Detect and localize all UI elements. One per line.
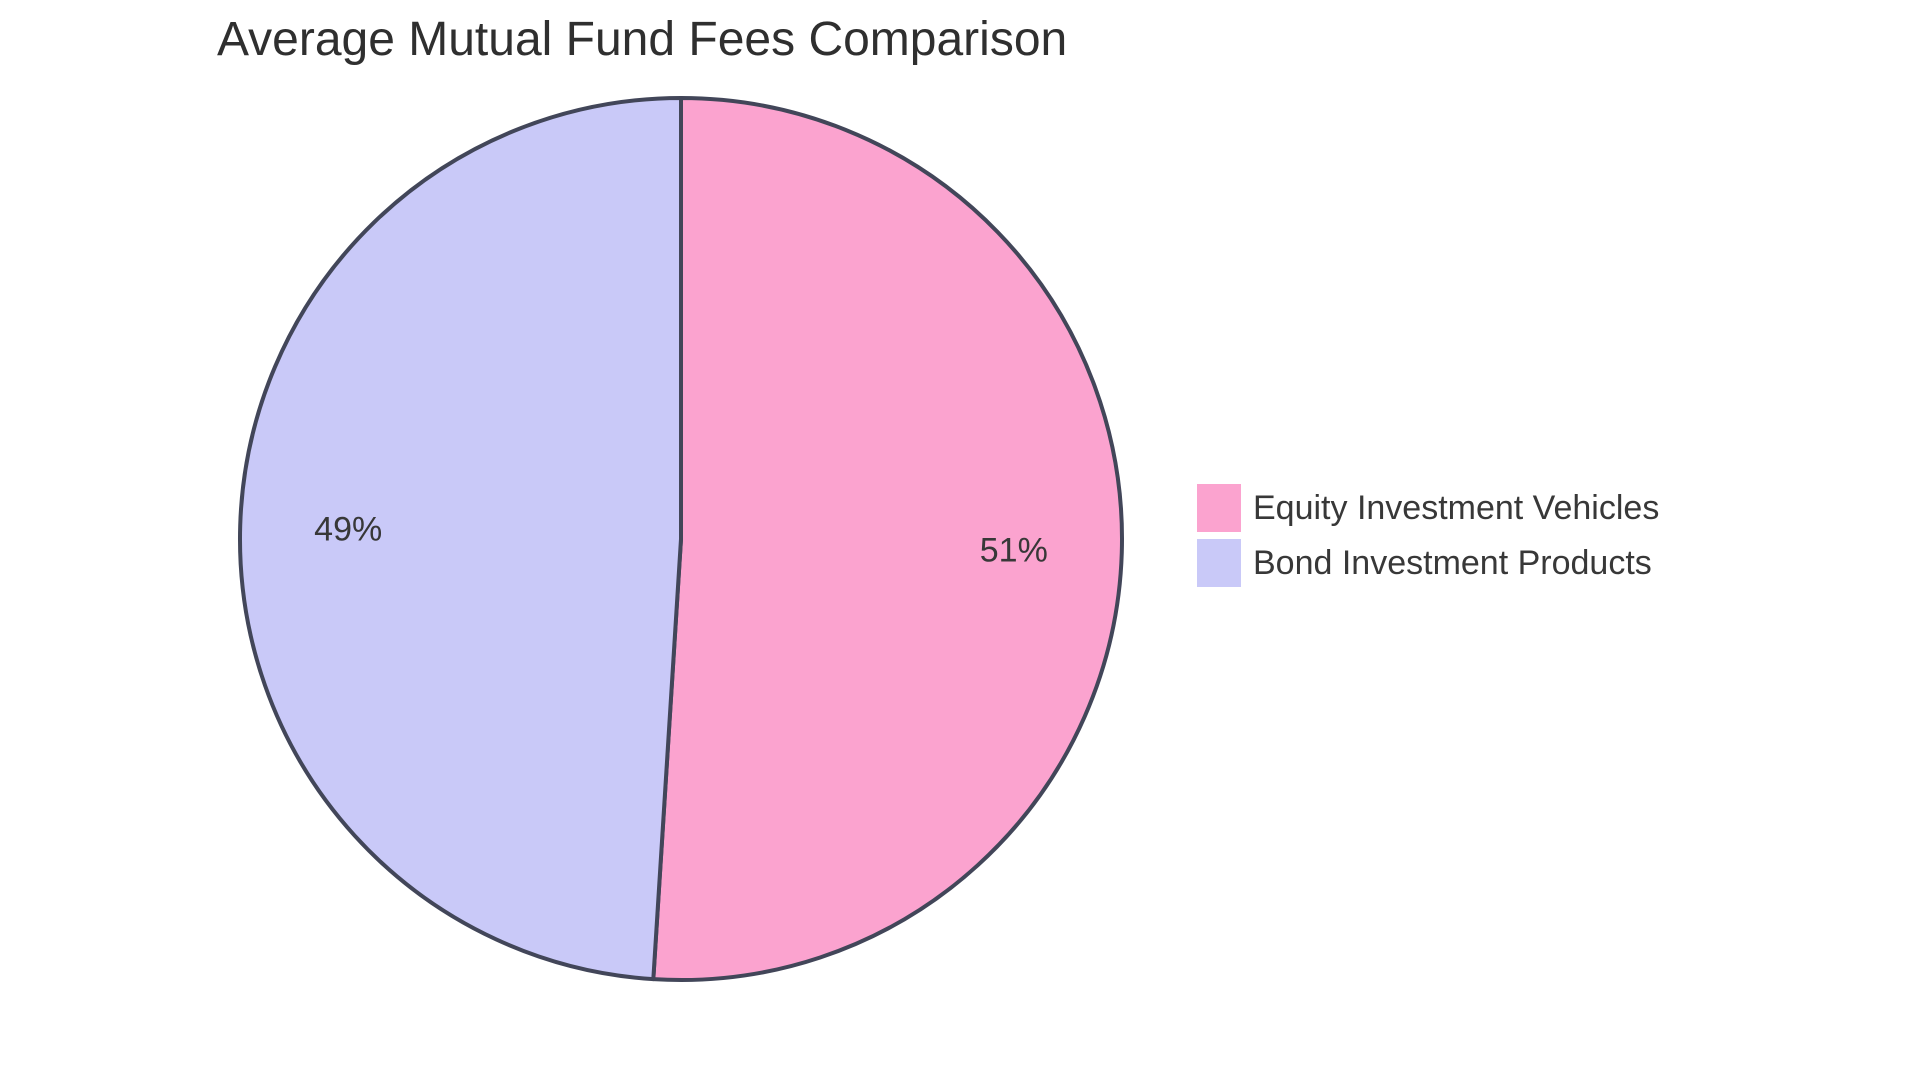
legend-item-1: Bond Investment Products [1197,539,1659,587]
legend-item-0: Equity Investment Vehicles [1197,484,1659,532]
pie-slice-1 [238,96,683,982]
legend-swatch-0 [1197,484,1241,532]
slice-value-label-1: 49% [314,511,382,549]
legend: Equity Investment Vehicles Bond Investmen… [1197,484,1659,587]
pie-slice-0 [651,96,1124,982]
legend-label-0: Equity Investment Vehicles [1253,489,1660,527]
slice-value-label-0: 51% [980,532,1048,570]
legend-swatch-1 [1197,539,1241,587]
chart-title: Average Mutual Fund Fees Comparison [217,13,1068,66]
legend-label-1: Bond Investment Products [1253,544,1652,582]
